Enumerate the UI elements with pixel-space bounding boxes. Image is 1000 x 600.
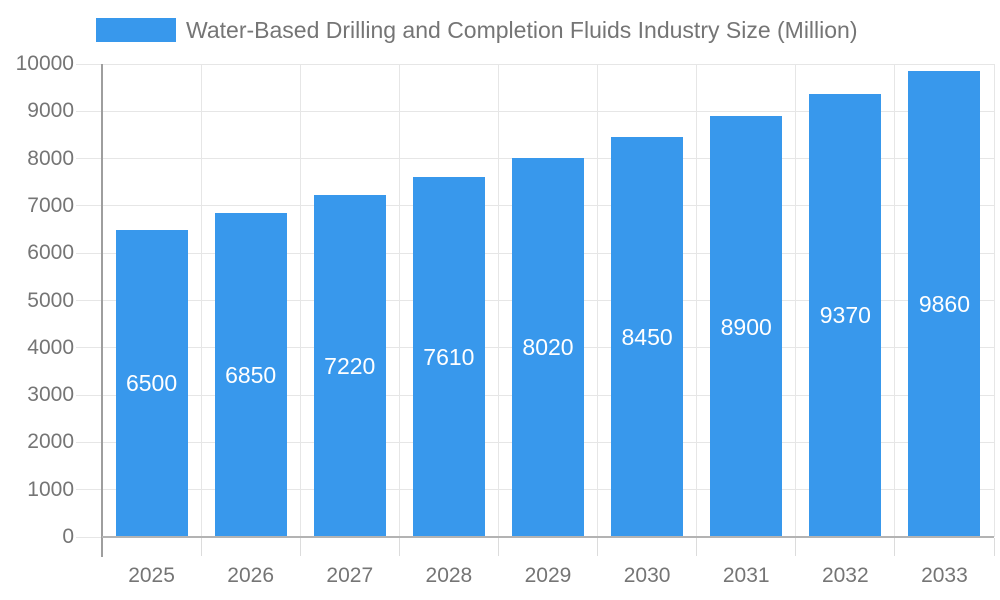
- y-axis-tick-label: 9000: [27, 99, 74, 123]
- y-axis-tick-label: 7000: [27, 193, 74, 217]
- x-axis-tick-label: 2027: [326, 564, 374, 587]
- x-gridline: [993, 64, 995, 537]
- plot-area: 0 1000 2000 3000 4000 5000 6000 7000 8000 9000 100…: [16, 52, 995, 587]
- bar: 9370: [809, 93, 882, 537]
- x-gridline: [497, 64, 499, 537]
- y-axis-tick-label: 4000: [27, 335, 74, 359]
- bar-value-label: 8900: [720, 313, 772, 340]
- bar-value-label: 7610: [423, 344, 475, 371]
- x-tick: [696, 538, 698, 556]
- bar: 8900: [710, 116, 783, 537]
- y-gridline: [76, 110, 994, 112]
- bar: 7610: [412, 177, 485, 537]
- y-gridline: [76, 63, 994, 65]
- x-tick: [200, 538, 202, 556]
- y-axis-tick-label: 10000: [15, 52, 74, 75]
- x-axis-line: [102, 536, 994, 538]
- x-gridline: [696, 64, 698, 537]
- bar-value-label: 6500: [125, 370, 178, 397]
- y-axis-tick-label: 6000: [27, 241, 74, 265]
- x-axis-tick-label: 2025: [128, 564, 175, 587]
- bar: 7220: [313, 195, 386, 537]
- y-axis-tick-label: 3000: [27, 383, 74, 407]
- x-axis-tick-label: 2028: [425, 564, 473, 587]
- x-axis-tick-label: 2033: [921, 564, 968, 587]
- chart-title: Water-Based Drilling and Completion Flui…: [186, 17, 858, 43]
- y-axis-tick-label: 0: [62, 525, 74, 548]
- bar: 9860: [908, 70, 981, 537]
- bar-value-label: 9370: [819, 302, 871, 329]
- legend-swatch: [96, 18, 176, 42]
- y-axis-tick-label: 1000: [27, 477, 74, 501]
- x-gridline: [894, 64, 896, 537]
- x-tick: [795, 538, 797, 556]
- y-axis-tick-label: 5000: [27, 288, 74, 312]
- bar-value-label: 9860: [918, 290, 971, 317]
- bar: 6850: [214, 212, 287, 537]
- bar-value-label: 8450: [621, 324, 673, 351]
- y-axis-line: [101, 64, 103, 557]
- y-axis-tick-label: 8000: [27, 146, 74, 170]
- y-axis-tick-label: 2000: [27, 430, 74, 454]
- legend: Water-Based Drilling and Completion Flui…: [96, 18, 858, 42]
- x-tick: [597, 538, 599, 556]
- y-tick: [76, 536, 102, 538]
- x-axis-tick-label: 2026: [227, 564, 275, 587]
- x-gridline: [299, 64, 301, 537]
- x-tick: [398, 538, 400, 556]
- bar-value-label: 6850: [225, 361, 277, 388]
- x-axis-tick-label: 2031: [722, 564, 770, 587]
- bar-value-label: 8020: [522, 334, 574, 361]
- x-axis-tick-label: 2032: [821, 564, 869, 587]
- bar: 8020: [512, 157, 584, 537]
- x-axis-tick-label: 2030: [623, 564, 671, 587]
- x-tick: [497, 538, 499, 556]
- x-gridline: [200, 64, 202, 537]
- bar-value-label: 7220: [324, 353, 376, 380]
- x-tick: [993, 538, 995, 556]
- x-tick: [894, 538, 896, 556]
- x-tick: [299, 538, 301, 556]
- x-axis-tick-label: 2029: [524, 564, 572, 587]
- bar: 6500: [115, 229, 188, 537]
- x-gridline: [398, 64, 400, 537]
- x-gridline: [597, 64, 599, 537]
- bar: 8450: [611, 137, 684, 537]
- x-gridline: [795, 64, 797, 537]
